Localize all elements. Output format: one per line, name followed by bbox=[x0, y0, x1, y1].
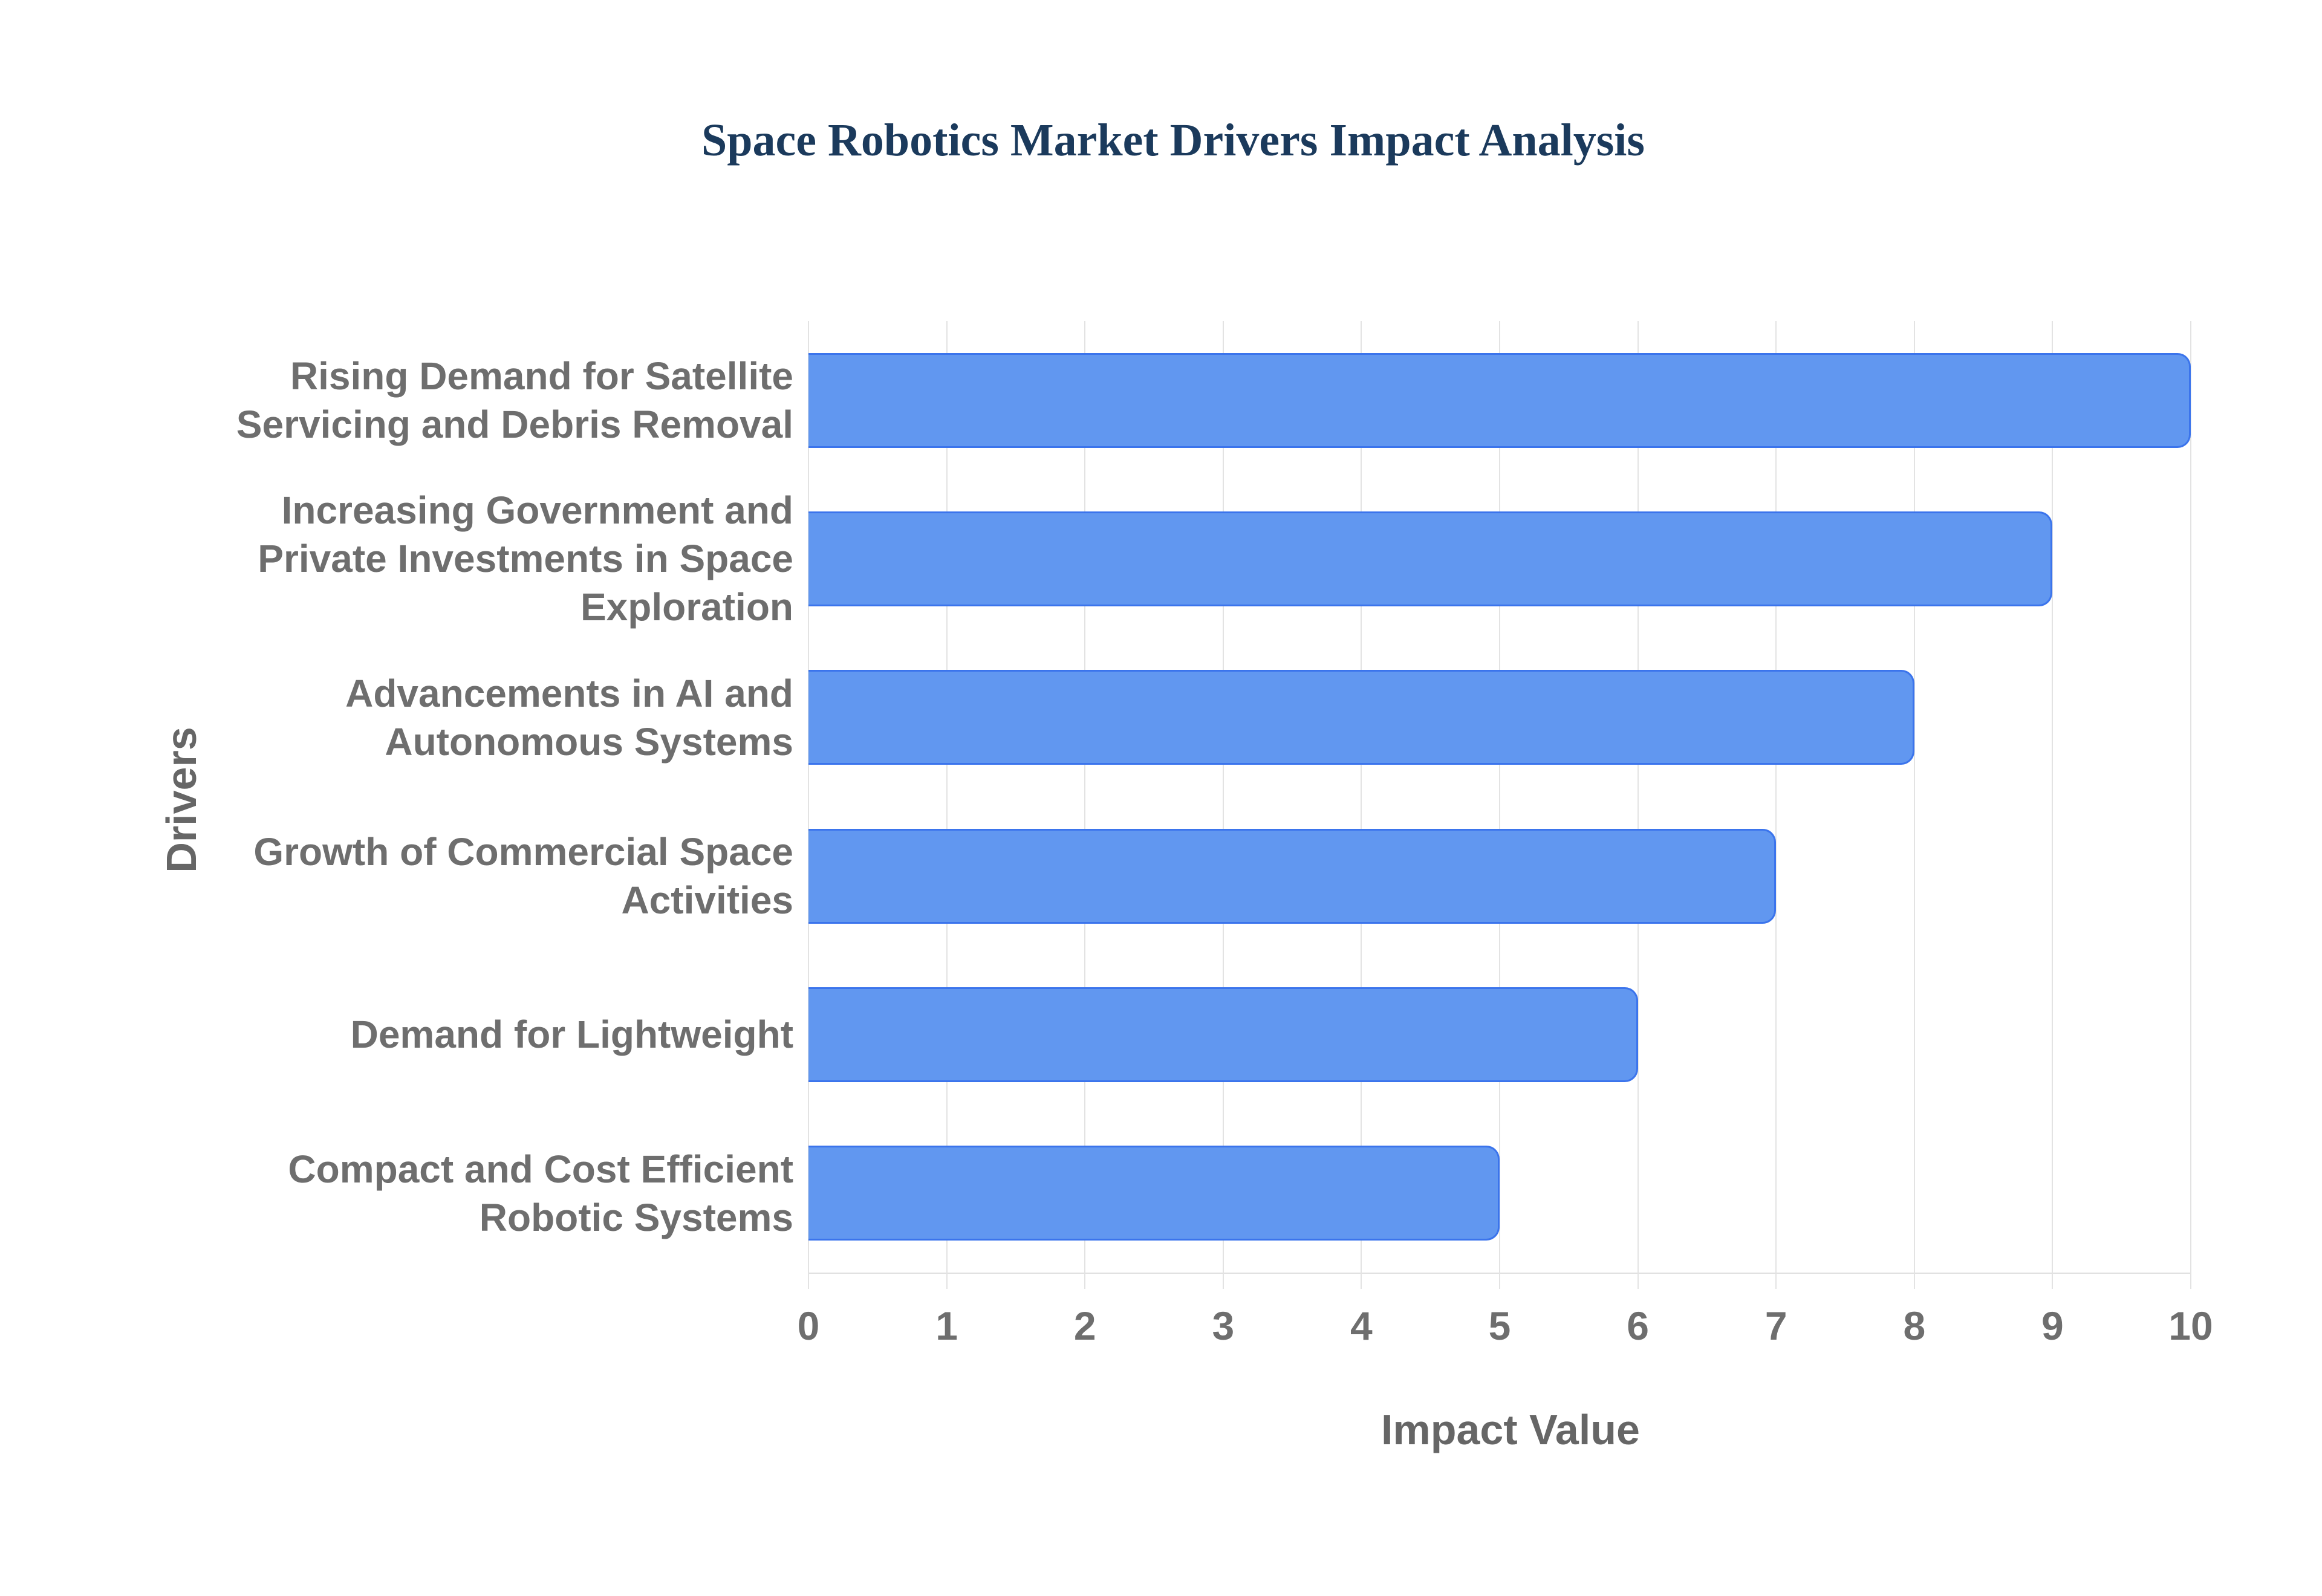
gridline-x-2 bbox=[1084, 321, 1086, 1289]
x-tick-label-8: 8 bbox=[1903, 1303, 1926, 1348]
category-label-4: Demand for Lightweight bbox=[350, 1013, 793, 1057]
category-label-5: Compact and Cost Efficient Robotic Syste… bbox=[288, 1147, 793, 1239]
gridline-x-5 bbox=[1499, 321, 1500, 1289]
bar-3 bbox=[808, 828, 1777, 924]
bar-5 bbox=[808, 1146, 1500, 1241]
bar-2 bbox=[808, 670, 1914, 765]
x-axis-title: Impact Value bbox=[1381, 1406, 1640, 1453]
x-tick-label-10: 10 bbox=[2168, 1303, 2213, 1348]
category-label-3: Growth of Commercial Space Activities bbox=[253, 830, 793, 923]
category-label-2: Advancements in AI and Autonomous System… bbox=[345, 671, 793, 764]
category-label-1: Increasing Government and Private Invest… bbox=[258, 488, 793, 629]
x-tick-label-2: 2 bbox=[1073, 1303, 1096, 1348]
plot-area: Rising Demand for Satellite Servicing an… bbox=[236, 321, 2191, 1289]
x-tick-label-3: 3 bbox=[1212, 1303, 1235, 1348]
x-tick-label-5: 5 bbox=[1488, 1303, 1511, 1348]
bar-4 bbox=[808, 987, 1638, 1082]
x-tick-label-0: 0 bbox=[797, 1303, 820, 1348]
bar-0 bbox=[808, 352, 2191, 448]
gridline-x-6 bbox=[1637, 321, 1639, 1289]
category-label-0: Rising Demand for Satellite Servicing an… bbox=[236, 354, 793, 447]
gridline-x-3 bbox=[1222, 321, 1224, 1289]
bar-1 bbox=[808, 511, 2053, 606]
y-axis-title: Drivers bbox=[158, 727, 205, 873]
x-tick-label-7: 7 bbox=[1764, 1303, 1787, 1348]
gridline-x-7 bbox=[1775, 321, 1777, 1289]
x-tick-label-6: 6 bbox=[1627, 1303, 1649, 1348]
gridline-x-10 bbox=[2190, 321, 2191, 1289]
chart-title: Space Robotics Market Drivers Impact Ana… bbox=[701, 115, 1645, 166]
gridline-x-4 bbox=[1361, 321, 1362, 1289]
gridline-x-1 bbox=[946, 321, 948, 1289]
gridline-x-9 bbox=[2052, 321, 2054, 1289]
x-tick-label-1: 1 bbox=[935, 1303, 958, 1348]
gridline-x-8 bbox=[1913, 321, 1915, 1289]
x-tick-label-9: 9 bbox=[2041, 1303, 2064, 1348]
gridline-x-0 bbox=[808, 321, 809, 1289]
x-tick-label-4: 4 bbox=[1350, 1303, 1373, 1348]
